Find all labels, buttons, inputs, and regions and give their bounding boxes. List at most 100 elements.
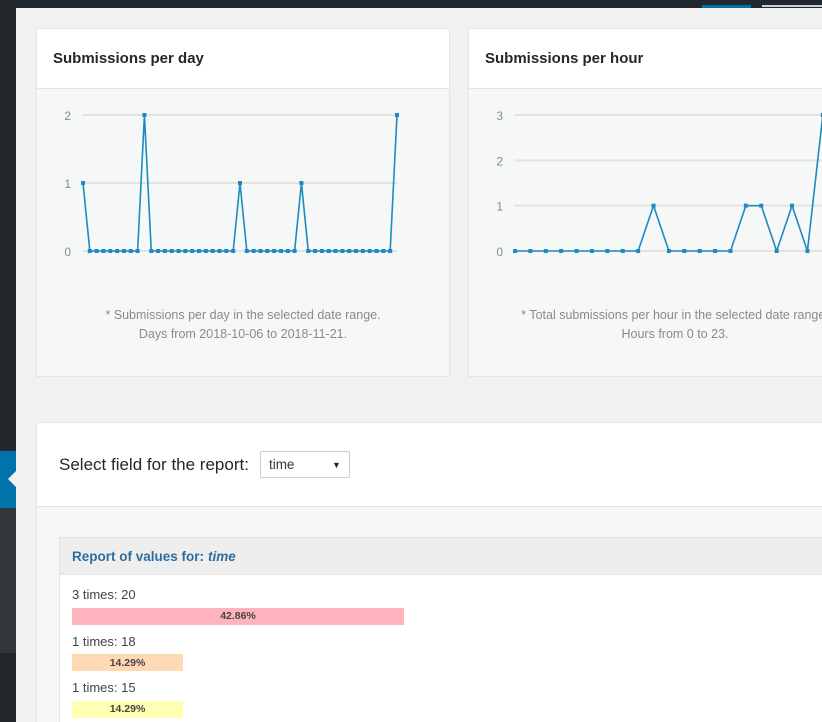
report-row: 1 times: 18 14.29% (72, 632, 822, 671)
chart-caption-day: * Submissions per day in the selected da… (37, 304, 449, 359)
panel-title-day: Submissions per day (53, 50, 204, 67)
chart-data-point (101, 249, 106, 253)
chart-data-point (528, 249, 533, 253)
chart-data-point (666, 249, 671, 253)
admin-bar-active-tab[interactable] (702, 5, 751, 8)
report-row: 3 times: 20 42.86% (72, 585, 822, 625)
admin-sidebar (0, 8, 17, 722)
chart-caption-hour: * Total submissions per hour in the sele… (469, 304, 822, 359)
chart-data-point (805, 249, 810, 253)
chart-data-point (197, 249, 202, 253)
report-row-label: 1 times: 15 (72, 680, 136, 695)
chart-data-point (210, 249, 215, 253)
chart-data-point (203, 249, 208, 253)
report-row-bar: 14.29% (72, 700, 183, 718)
report-values-list: 3 times: 20 42.86% 1 times: 18 14.29% 1 time… (60, 575, 822, 722)
panel-title-hour: Submissions per hour (485, 50, 644, 67)
chart-data-point (156, 249, 161, 253)
chart-y-tick-label: 1 (64, 177, 71, 191)
chart-svg-hour: 0 1 2 3 (496, 109, 822, 259)
chart-data-point (108, 249, 113, 253)
chart-data-point (121, 249, 126, 253)
chart-data-point (395, 113, 399, 117)
chart-data-point (115, 249, 120, 253)
chart-submissions-per-day: 0 1 2 (37, 89, 449, 304)
chart-data-point (183, 249, 188, 253)
sidebar-bottom-group (0, 653, 16, 722)
chart-data-point (360, 249, 365, 253)
chart-data-point (347, 249, 352, 253)
chart-data-point (388, 249, 393, 253)
panel-body-day: 0 1 2 * Submissions per day in the selecte… (37, 89, 449, 359)
chart-data-point (790, 203, 795, 208)
sidebar-lower-group (0, 508, 16, 653)
chart-data-point (713, 249, 718, 253)
report-row-label: 1 times: 18 (72, 633, 136, 649)
chart-svg-day: 0 1 2 (64, 109, 399, 259)
report-values-header-text: Report of values for: (72, 548, 205, 564)
chart-data-point (759, 203, 764, 208)
chart-data-point (190, 249, 195, 253)
chart-data-point (176, 249, 181, 253)
chart-y-tick-label: 1 (496, 200, 503, 214)
chart-data-point (224, 249, 229, 253)
report-field-select[interactable]: time ▼ (259, 451, 350, 478)
chart-y-tick-label: 0 (496, 245, 503, 259)
chart-data-point (299, 181, 304, 185)
report-values-header: Report of values for: time (60, 538, 822, 575)
chart-data-point (87, 249, 92, 253)
chart-y-tick-label: 2 (496, 154, 503, 168)
chart-data-point (374, 249, 379, 253)
chart-data-point (94, 249, 99, 253)
report-row-bar: 42.86% (72, 607, 404, 625)
chart-data-point (513, 249, 517, 253)
chart-data-point (333, 249, 338, 253)
chart-data-point (292, 249, 297, 253)
panel-submissions-per-day: Submissions per day 0 1 2 * Submissions pe… (36, 28, 450, 377)
report-select-row: Select field for the report: time ▼ (37, 423, 822, 507)
chart-data-point (306, 249, 311, 253)
chart-y-tick-label: 3 (496, 109, 503, 123)
report-row-bar: 14.29% (72, 654, 183, 671)
chart-data-point (265, 249, 270, 253)
chart-data-point (651, 203, 656, 208)
chart-data-point (636, 249, 641, 253)
chart-data-point (238, 181, 242, 185)
chart-caption-day-line2: Days from 2018-10-06 to 2018-11-21. (138, 327, 348, 342)
chart-caption-hour-line1: * Total submissions per hour in the sele… (521, 308, 822, 322)
admin-bar (0, 0, 822, 8)
chart-submissions-per-hour: 0 1 2 3 (469, 89, 822, 304)
chart-data-point (313, 249, 318, 253)
chart-data-point (574, 249, 579, 253)
chart-data-point (142, 113, 147, 117)
chart-data-point (217, 249, 222, 253)
chart-data-point (319, 249, 324, 253)
report-row-percent: 14.29% (109, 703, 146, 715)
chart-data-point (251, 249, 256, 253)
chart-data-point (774, 249, 779, 253)
report-row: 1 times: 15 14.29% (72, 678, 822, 718)
chart-data-point (340, 249, 345, 253)
report-row-percent: 42.86% (220, 610, 256, 622)
chart-data-point (162, 249, 167, 253)
chevron-left-icon (8, 470, 17, 488)
report-select-label: Select field for the report: (59, 454, 249, 474)
report-values-header-field: time (208, 548, 236, 564)
chart-y-tick-label: 2 (64, 109, 71, 123)
chart-data-point (272, 249, 277, 253)
chart-data-point (589, 249, 594, 253)
chart-caption-day-line1: * Submissions per day in the selected da… (105, 308, 381, 322)
chart-data-point (367, 249, 372, 253)
admin-bar-inactive-tab[interactable] (762, 5, 822, 7)
chart-y-tick-label: 0 (64, 245, 71, 259)
chart-data-point (728, 249, 733, 253)
sidebar-item-active[interactable] (0, 451, 17, 508)
chart-data-point (169, 249, 174, 253)
chart-data-point (605, 249, 610, 253)
chart-data-point (128, 249, 133, 253)
chart-data-point (543, 249, 548, 253)
chart-data-point (135, 249, 140, 253)
panel-body-hour: 0 1 2 3 * Total submissions per hour in the… (469, 89, 822, 359)
chart-data-point (354, 249, 359, 253)
